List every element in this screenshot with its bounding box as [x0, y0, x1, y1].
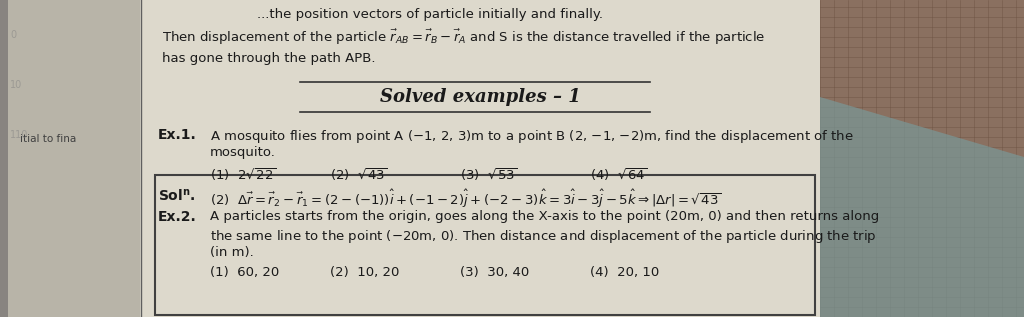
Text: Solved examples – 1: Solved examples – 1: [380, 88, 581, 106]
Text: (2)  $\sqrt{43}$: (2) $\sqrt{43}$: [330, 166, 388, 183]
Text: ...the position vectors of particle initially and finally.: ...the position vectors of particle init…: [257, 8, 603, 21]
Text: (in m).: (in m).: [210, 246, 254, 259]
Text: Ex.1.: Ex.1.: [158, 128, 197, 142]
Text: (3)  $\sqrt{53}$: (3) $\sqrt{53}$: [460, 166, 518, 183]
Text: the same line to the point ($-$20m, 0). Then distance and displacement of the pa: the same line to the point ($-$20m, 0). …: [210, 228, 877, 245]
Polygon shape: [820, 97, 1024, 317]
Bar: [0, 0, 8, 317]
Text: 10: 10: [10, 80, 23, 90]
FancyBboxPatch shape: [155, 175, 815, 315]
Bar: [140, 0, 820, 317]
Text: (4)  20, 10: (4) 20, 10: [590, 266, 659, 279]
Text: mosquito.: mosquito.: [210, 146, 275, 159]
Text: (1)  $2\sqrt{22}$: (1) $2\sqrt{22}$: [210, 166, 276, 183]
Bar: [0, 0, 140, 317]
Text: (1)  60, 20: (1) 60, 20: [210, 266, 280, 279]
Text: (2)  10, 20: (2) 10, 20: [330, 266, 399, 279]
Text: 110: 110: [10, 130, 29, 140]
Text: (4)  $\sqrt{64}$: (4) $\sqrt{64}$: [590, 166, 648, 183]
Text: Sol$^\mathbf{n}$.: Sol$^\mathbf{n}$.: [158, 188, 196, 204]
Text: A mosquito flies from point A ($-$1, 2, 3)m to a point B (2, $-$1, $-$2)m, find : A mosquito flies from point A ($-$1, 2, …: [210, 128, 854, 145]
Text: (3)  30, 40: (3) 30, 40: [460, 266, 529, 279]
Bar: [820, 0, 1024, 317]
Text: 0: 0: [10, 30, 16, 40]
Text: has gone through the path APB.: has gone through the path APB.: [162, 52, 376, 65]
Text: itial to fina: itial to fina: [20, 134, 76, 144]
Text: A particles starts from the origin, goes along the X-axis to the point (20m, 0) : A particles starts from the origin, goes…: [210, 210, 880, 223]
Text: Ex.2.: Ex.2.: [158, 210, 197, 224]
Text: Then displacement of the particle $\vec{r}_{AB}=\vec{r}_B-\vec{r}_A$ and S is th: Then displacement of the particle $\vec{…: [162, 28, 765, 47]
Text: (2)  $\Delta\vec{r}=\vec{r}_2-\vec{r}_1=(2-(-1))\hat{i}+(-1-2)\hat{j}+(-2-3)\hat: (2) $\Delta\vec{r}=\vec{r}_2-\vec{r}_1=(…: [210, 188, 722, 210]
